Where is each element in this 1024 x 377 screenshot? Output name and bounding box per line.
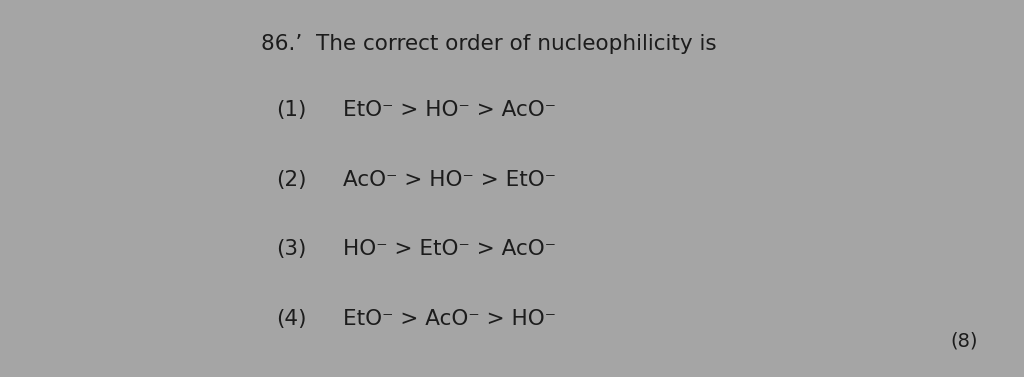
- Text: 86.ʼ  The correct order of nucleophilicity is: 86.ʼ The correct order of nucleophilicit…: [261, 34, 717, 54]
- Text: AcO⁻ > HO⁻ > EtO⁻: AcO⁻ > HO⁻ > EtO⁻: [343, 170, 556, 190]
- Text: (4): (4): [276, 309, 307, 329]
- Text: (8): (8): [950, 332, 978, 351]
- Text: HO⁻ > EtO⁻ > AcO⁻: HO⁻ > EtO⁻ > AcO⁻: [343, 239, 556, 259]
- Text: EtO⁻ > HO⁻ > AcO⁻: EtO⁻ > HO⁻ > AcO⁻: [343, 100, 556, 120]
- Text: (1): (1): [276, 100, 307, 120]
- Text: EtO⁻ > AcO⁻ > HO⁻: EtO⁻ > AcO⁻ > HO⁻: [343, 309, 556, 329]
- Text: (3): (3): [276, 239, 307, 259]
- Text: (2): (2): [276, 170, 307, 190]
